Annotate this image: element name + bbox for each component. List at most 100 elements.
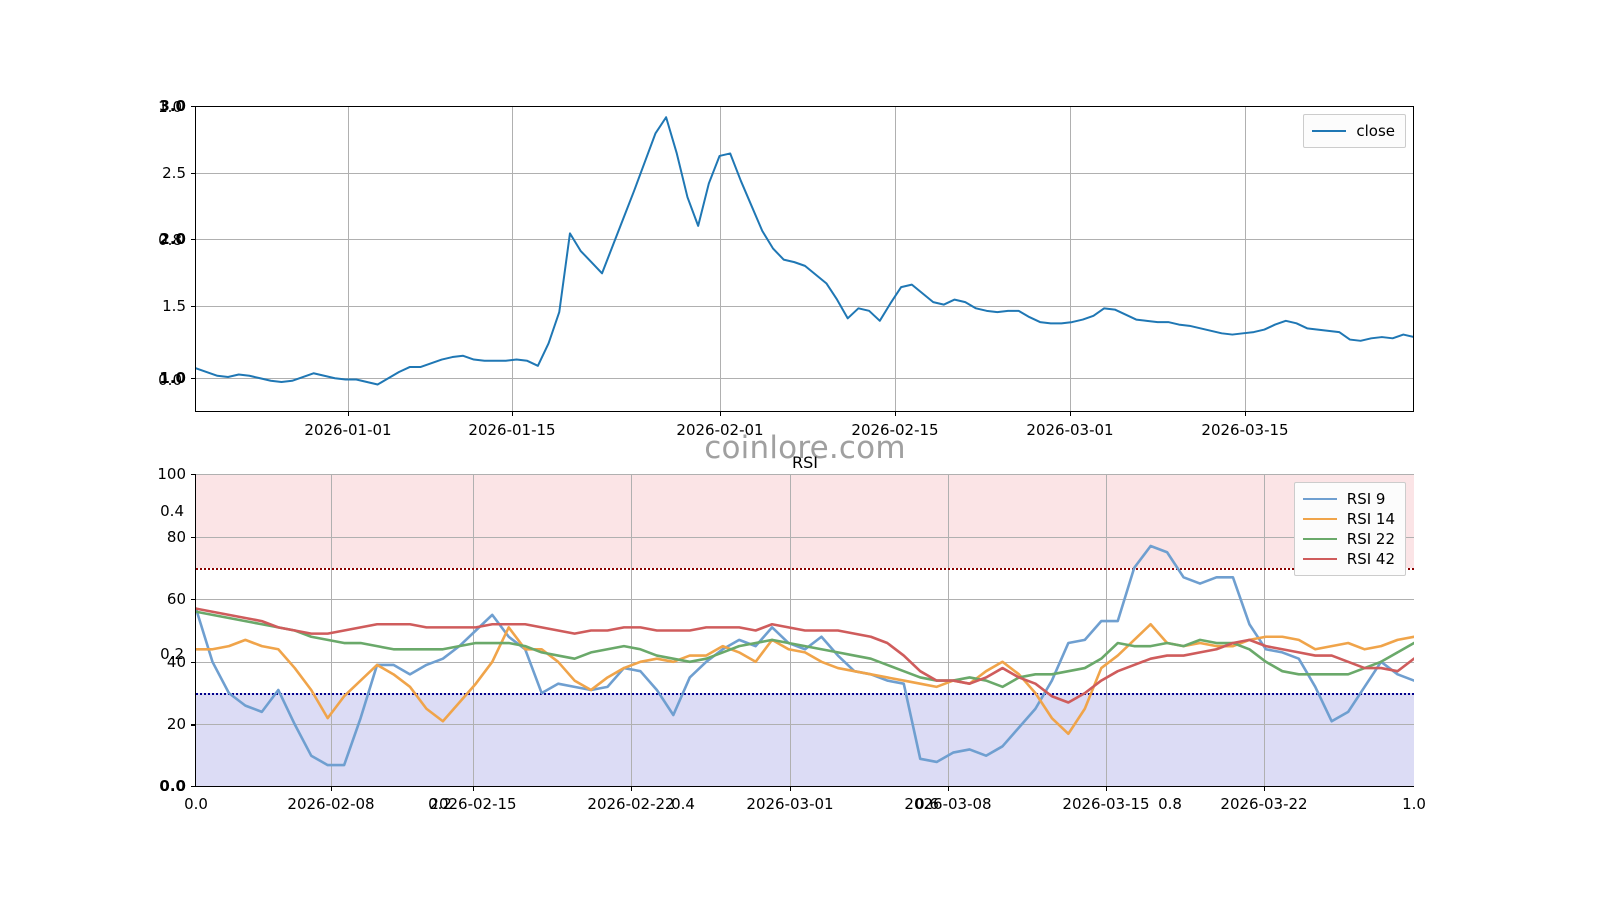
price-xtick — [720, 412, 722, 416]
rsi-gridline-v — [1106, 474, 1107, 787]
price-xtick-label: 2026-02-15 — [851, 421, 939, 439]
rsi-xtick — [473, 787, 475, 791]
legend-item-rsi-42[interactable]: RSI 42 — [1302, 549, 1395, 569]
legend-item-close[interactable]: close — [1312, 121, 1395, 141]
price-ytick — [191, 305, 195, 307]
rsi-xtick — [1106, 787, 1108, 791]
rsi-gridline-v — [790, 474, 791, 787]
rsi-xtick — [948, 787, 950, 791]
rsi-ytick — [191, 661, 195, 663]
rsi-twin-xtick-label: 1.0 — [1402, 795, 1426, 813]
rsi-gridline-v — [948, 474, 949, 787]
price-twin-ytick-label: 0.8 — [158, 231, 182, 249]
rsi-ytick-label: 0.0 — [159, 777, 186, 795]
rsi-ytick-label: 100 — [157, 465, 186, 483]
price-axis-left — [195, 106, 197, 412]
rsi-twin-xtick-label: 0.8 — [1158, 795, 1182, 813]
rsi-ytick-label: 60 — [166, 590, 186, 609]
rsi-twin-xtick-label: 0.0 — [184, 795, 208, 813]
price-gridline-v — [512, 106, 513, 412]
rsi-xtick-label: 2026-03-08 — [904, 795, 992, 813]
rsi-xtick-label: 2026-02-15 — [429, 795, 517, 813]
rsi-twin-xtick-label: 0.4 — [671, 795, 695, 813]
price-ytick-label: 1.5 — [162, 296, 186, 315]
legend-item-rsi-14[interactable]: RSI 14 — [1302, 509, 1395, 529]
rsi-ytick — [191, 474, 195, 476]
rsi-ytick — [191, 724, 195, 726]
rsi-plot-area — [196, 474, 1414, 787]
rsi-gridline-h — [196, 724, 1414, 726]
rsi-xtick-label: 2026-02-08 — [287, 795, 375, 813]
rsi-gridline-v — [631, 474, 632, 787]
rsi-axis-bottom — [196, 786, 1414, 788]
price-axis-bottom — [196, 411, 1414, 413]
rsi-legend[interactable]: RSI 9 RSI 14 RSI 22 RSI 42 — [1293, 482, 1406, 576]
price-ytick-label: 2.5 — [162, 163, 186, 182]
rsi-xtick-label: 2026-03-22 — [1220, 795, 1308, 813]
price-axis-right — [1413, 106, 1415, 412]
price-ytick-label: 3.0 — [159, 97, 186, 115]
price-xtick — [1070, 412, 1072, 416]
price-xtick — [512, 412, 514, 416]
rsi-twin-ytick-label: 0.4 — [160, 502, 184, 520]
price-gridline-h — [196, 378, 1414, 379]
price-xtick-label: 2026-02-01 — [676, 421, 764, 439]
rsi-oversold-zone — [196, 693, 1414, 787]
price-ytick — [191, 106, 195, 108]
price-ytick — [191, 172, 195, 174]
price-panel: 1.0 1.5 2.0 2.5 3.0 0.0 0.8 1.0 2026-01-… — [158, 97, 1415, 439]
legend-item-rsi-22[interactable]: RSI 22 — [1302, 529, 1395, 549]
legend-label: RSI 42 — [1346, 550, 1395, 568]
price-xtick-label: 2026-03-15 — [1201, 421, 1289, 439]
rsi-gridline-h — [196, 661, 1414, 663]
price-plot-area — [196, 106, 1414, 412]
price-gridline-v — [720, 106, 721, 412]
legend-label: RSI 22 — [1346, 530, 1395, 548]
price-gridline-v — [1245, 106, 1246, 412]
price-legend[interactable]: close — [1303, 114, 1406, 148]
price-gridline-v — [1070, 106, 1071, 412]
line-swatch-icon — [1302, 498, 1337, 500]
rsi-twin-xtick-label: 0.6 — [915, 795, 939, 813]
line-swatch-icon — [1302, 558, 1337, 560]
rsi-xtick — [790, 787, 792, 791]
legend-label: close — [1356, 122, 1395, 140]
rsi-axis-left — [195, 474, 197, 787]
price-gridline-h — [196, 239, 1414, 240]
rsi-ytick-label: 40 — [166, 652, 186, 671]
rsi-gridline-v — [1264, 474, 1265, 787]
rsi-xtick-label: 2026-03-01 — [746, 795, 834, 813]
rsi-gridline-h — [196, 474, 1414, 475]
legend-label: RSI 14 — [1346, 510, 1395, 528]
rsi-ytick-label: 20 — [166, 715, 186, 734]
price-twin-ytick-label: 0.0 — [158, 371, 182, 389]
rsi-panel-title: RSI — [792, 453, 818, 472]
price-ytick — [191, 378, 195, 380]
price-series-svg — [196, 116, 1414, 386]
watermark: coinlore.com — [704, 430, 906, 466]
price-axis-top — [196, 106, 1414, 108]
price-xtick — [895, 412, 897, 416]
price-gridline-h — [196, 172, 1414, 174]
rsi-overbought-zone — [196, 474, 1414, 568]
rsi-panel: RSI — [157, 453, 1426, 813]
rsi-xtick — [631, 787, 633, 791]
price-xtick — [1245, 412, 1247, 416]
rsi-gridline-h — [196, 599, 1414, 601]
rsi-twin-ytick-label: 0.2 — [160, 645, 184, 663]
price-ytick — [191, 239, 195, 241]
rsi-xtick — [1264, 787, 1266, 791]
rsi-gridline-v — [331, 474, 332, 787]
line-swatch-icon — [1312, 130, 1347, 132]
price-xtick-label: 2026-01-15 — [468, 421, 556, 439]
legend-item-rsi-9[interactable]: RSI 9 — [1302, 489, 1395, 509]
price-xtick-label: 2026-03-01 — [1026, 421, 1114, 439]
price-gridline-v — [895, 106, 896, 412]
rsi-xtick-label: 2026-02-22 — [587, 795, 675, 813]
rsi-oversold-line — [196, 693, 1414, 696]
price-xtick-label: 2026-01-01 — [304, 421, 392, 439]
rsi-ytick-label: 80 — [166, 527, 186, 546]
rsi-xtick — [331, 787, 333, 791]
price-gridline-v — [348, 106, 349, 412]
